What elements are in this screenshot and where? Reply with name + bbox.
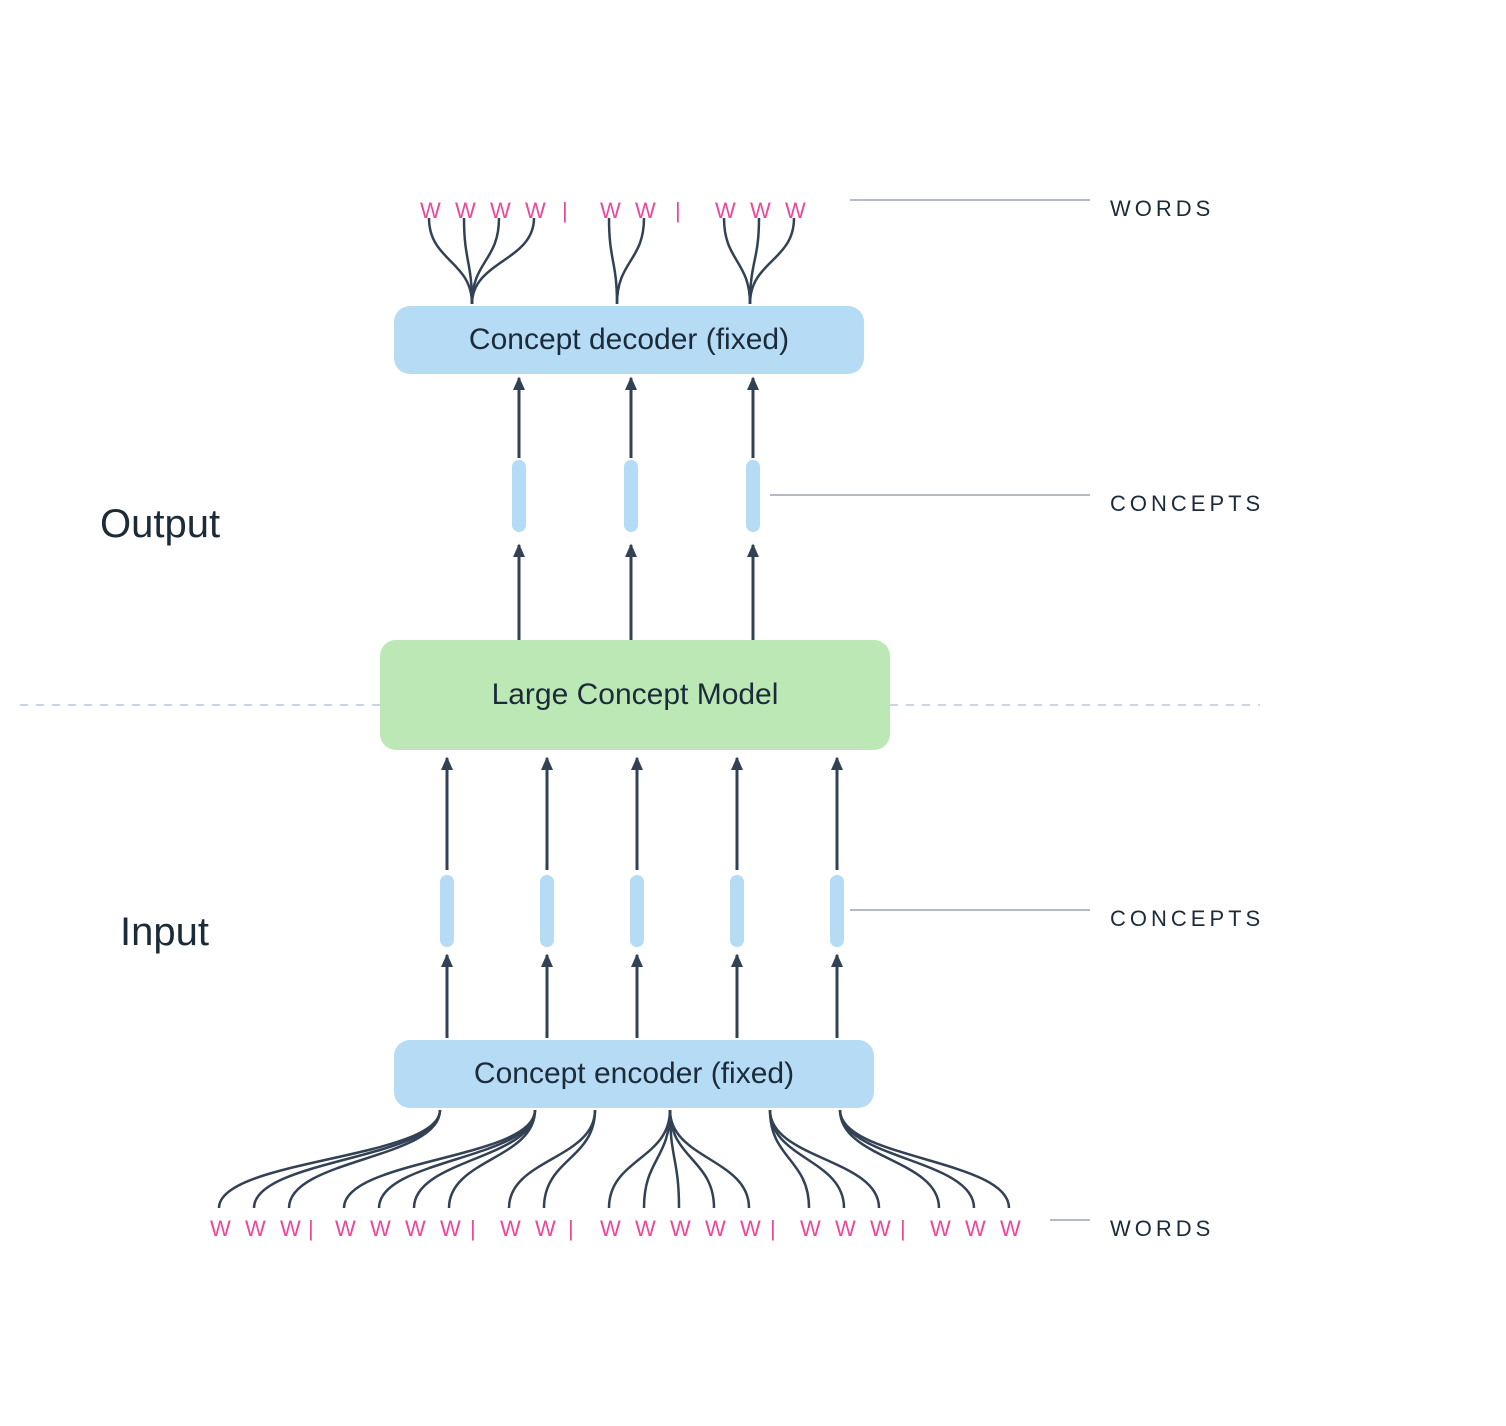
- word-token: W: [800, 1216, 821, 1242]
- merge-curve: [472, 218, 499, 304]
- concept-bar: [730, 875, 744, 947]
- merge-curve: [544, 1110, 595, 1208]
- concepts-output-label: CONCEPTS: [1110, 491, 1264, 517]
- word-token: W: [870, 1216, 891, 1242]
- merge-curve: [840, 1110, 1009, 1208]
- merge-curve: [472, 218, 534, 304]
- merge-curve: [617, 218, 644, 304]
- word-token: W: [370, 1216, 391, 1242]
- separator-token: |: [568, 1216, 574, 1242]
- merge-curve: [724, 218, 750, 304]
- concept-bar: [512, 460, 526, 532]
- output-section-label: Output: [100, 502, 220, 547]
- word-token: W: [715, 198, 736, 224]
- words-bottom-label: WORDS: [1110, 1216, 1214, 1242]
- merge-curve: [289, 1110, 440, 1208]
- merge-curve: [379, 1110, 535, 1208]
- merge-curve: [609, 218, 617, 304]
- word-token: W: [965, 1216, 986, 1242]
- word-token: W: [490, 198, 511, 224]
- merge-curve: [670, 1110, 749, 1208]
- concept-decoder-label: Concept decoder (fixed): [469, 323, 789, 357]
- word-token: W: [785, 198, 806, 224]
- merge-curve: [429, 218, 472, 304]
- merge-curve: [449, 1110, 535, 1208]
- merge-curve: [644, 1110, 670, 1208]
- word-token: W: [455, 198, 476, 224]
- concept-bar: [624, 460, 638, 532]
- merge-curve: [254, 1110, 440, 1208]
- diagram-canvas: Concept decoder (fixed) Large Concept Mo…: [0, 0, 1506, 1426]
- concept-bar: [540, 875, 554, 947]
- merge-curve: [609, 1110, 670, 1208]
- merge-curve: [840, 1110, 974, 1208]
- word-token: W: [750, 198, 771, 224]
- separator-token: |: [562, 198, 568, 224]
- large-concept-model-label: Large Concept Model: [492, 678, 779, 712]
- word-token: W: [525, 198, 546, 224]
- merge-curve: [219, 1110, 440, 1208]
- concepts-input-label: CONCEPTS: [1110, 906, 1264, 932]
- merge-curve: [770, 1110, 844, 1208]
- word-token: W: [210, 1216, 231, 1242]
- word-token: W: [635, 1216, 656, 1242]
- word-token: W: [405, 1216, 426, 1242]
- word-token: W: [600, 1216, 621, 1242]
- word-token: W: [335, 1216, 356, 1242]
- merge-curve: [414, 1110, 535, 1208]
- separator-token: |: [770, 1216, 776, 1242]
- merge-curve: [509, 1110, 595, 1208]
- merge-curve: [750, 218, 794, 304]
- word-token: W: [930, 1216, 951, 1242]
- word-token: W: [705, 1216, 726, 1242]
- merge-curve: [750, 218, 759, 304]
- merge-curve: [770, 1110, 809, 1208]
- large-concept-model-box: Large Concept Model: [380, 640, 890, 750]
- merge-curve: [840, 1110, 939, 1208]
- word-token: W: [670, 1216, 691, 1242]
- word-token: W: [500, 1216, 521, 1242]
- separator-token: |: [470, 1216, 476, 1242]
- concept-encoder-label: Concept encoder (fixed): [474, 1057, 794, 1091]
- word-token: W: [635, 198, 656, 224]
- merge-curve: [770, 1110, 879, 1208]
- merge-curve: [344, 1110, 535, 1208]
- merge-curve: [670, 1110, 679, 1208]
- merge-curve: [464, 218, 472, 304]
- word-token: W: [535, 1216, 556, 1242]
- concept-bar: [440, 875, 454, 947]
- words-top-label: WORDS: [1110, 196, 1214, 222]
- word-token: W: [740, 1216, 761, 1242]
- word-token: W: [280, 1216, 301, 1242]
- word-token: W: [835, 1216, 856, 1242]
- word-token: W: [420, 198, 441, 224]
- separator-token: |: [675, 198, 681, 224]
- concept-decoder-box: Concept decoder (fixed): [394, 306, 864, 374]
- concept-encoder-box: Concept encoder (fixed): [394, 1040, 874, 1108]
- concept-bar: [830, 875, 844, 947]
- separator-token: |: [900, 1216, 906, 1242]
- word-token: W: [1000, 1216, 1021, 1242]
- word-token: W: [440, 1216, 461, 1242]
- word-token: W: [600, 198, 621, 224]
- merge-curve: [670, 1110, 714, 1208]
- concept-bar: [746, 460, 760, 532]
- concept-bar: [630, 875, 644, 947]
- input-section-label: Input: [120, 910, 209, 955]
- word-token: W: [245, 1216, 266, 1242]
- separator-token: |: [308, 1216, 314, 1242]
